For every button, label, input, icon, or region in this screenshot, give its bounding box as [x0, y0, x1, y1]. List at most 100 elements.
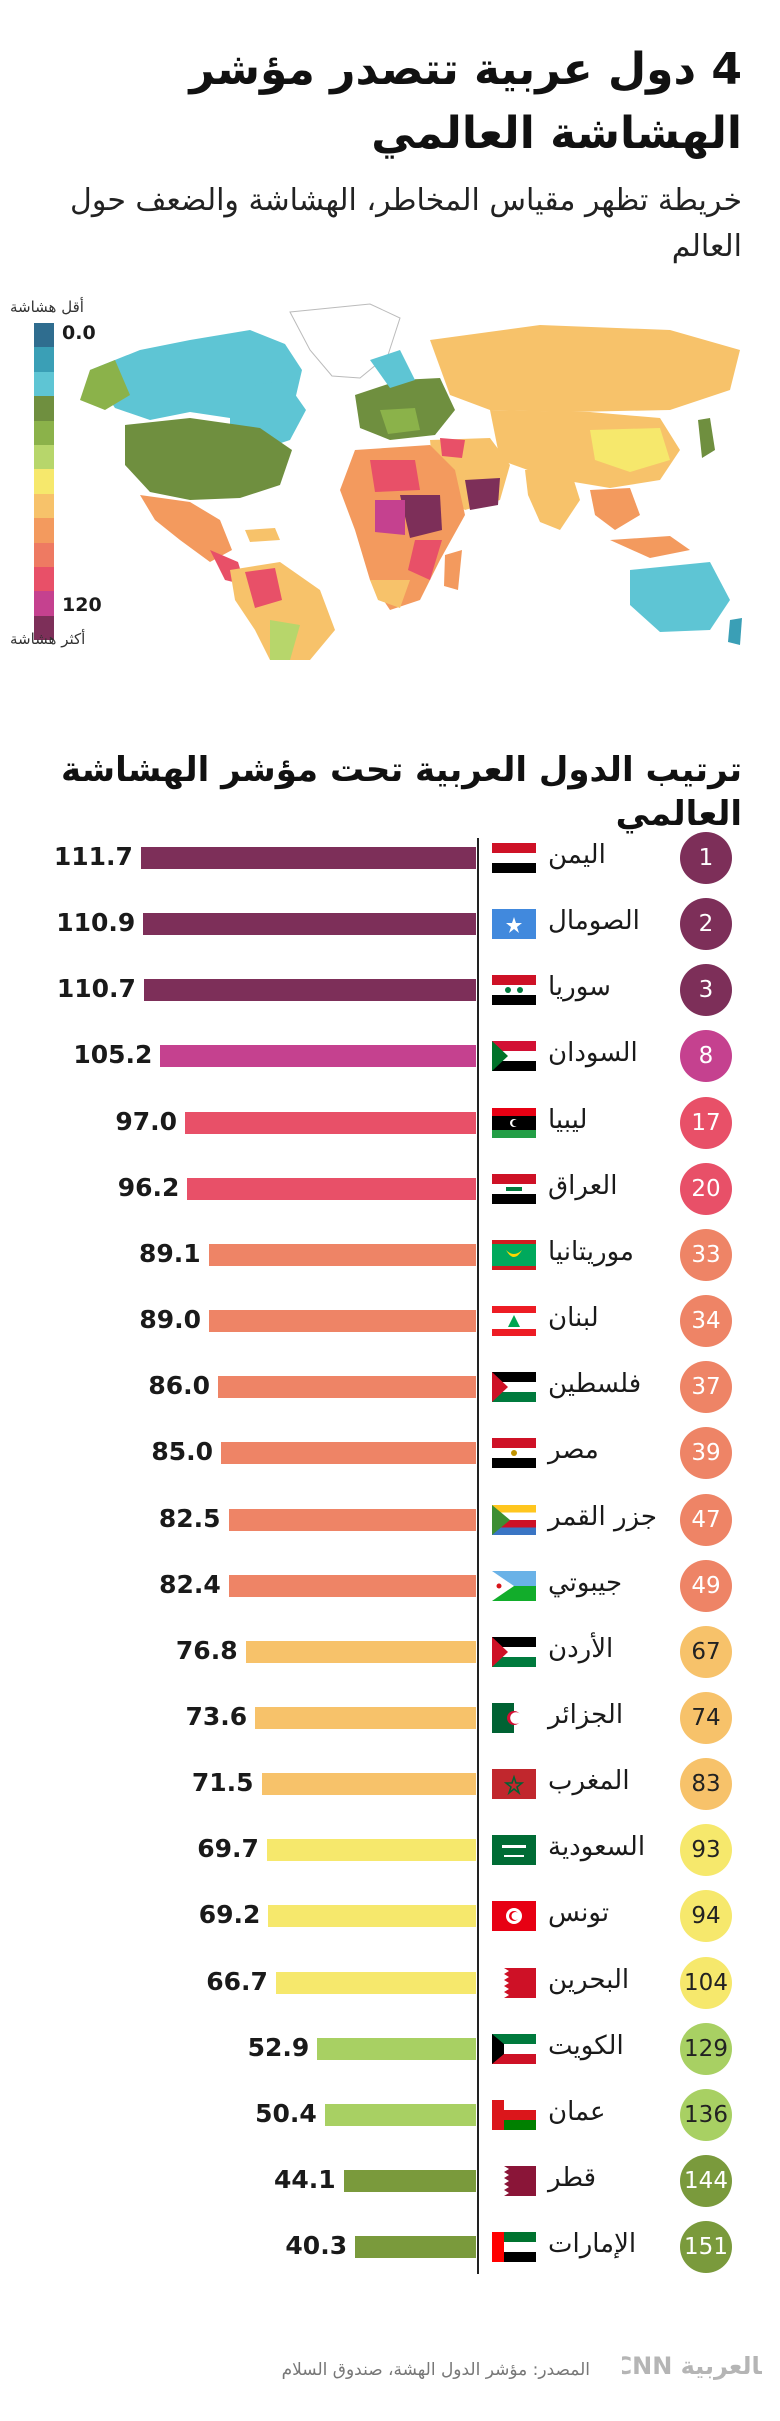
bar-value-label: 111.7: [53, 842, 133, 871]
rank-badge: 47: [680, 1493, 732, 1546]
bar: [355, 2236, 476, 2259]
bar: [255, 1706, 476, 1729]
country-name: ليبيا: [548, 1104, 588, 1135]
bar-value-label: 44.1: [274, 2165, 336, 2194]
palestine-flag: [492, 1372, 536, 1403]
bar: [228, 1508, 476, 1531]
bar: [275, 1971, 476, 1994]
bahrain-flag: [492, 1967, 536, 1998]
rank-badge: 93: [680, 1824, 732, 1877]
rank-badge: 20: [680, 1162, 732, 1215]
rank-badge: 136: [680, 2088, 732, 2141]
rank-badge: 2: [680, 898, 732, 951]
bar: [343, 2170, 476, 2192]
yemen-flag: [492, 843, 536, 873]
rank-badge: 104: [680, 1956, 732, 2009]
rank-badge: 94: [680, 1890, 732, 1943]
world-map: [80, 303, 742, 660]
rank-badge: 3: [680, 964, 732, 1017]
legend-color-scale: [34, 323, 54, 641]
bar-value-label: 82.4: [159, 1569, 221, 1599]
bar: [266, 1839, 476, 1862]
country-name: عمان: [548, 2096, 606, 2127]
morocco-flag: [492, 1769, 536, 1800]
country-name: موريتانيا: [548, 1236, 634, 1267]
bar: [245, 1640, 476, 1663]
bar: [185, 1111, 476, 1134]
legend-swatch: [34, 615, 54, 641]
rank-badge: 33: [680, 1228, 732, 1281]
bar-value-label: 105.2: [73, 1040, 153, 1070]
rank-badge: 144: [680, 2155, 732, 2207]
bar: [218, 1376, 476, 1399]
kuwait-flag: [492, 2033, 536, 2064]
rank-badge: 8: [680, 1030, 732, 1083]
bar-value-label: 76.8: [175, 1635, 238, 1665]
comoros-flag: [492, 1504, 536, 1535]
egypt-flag: [492, 1438, 536, 1469]
rank-badge: 1: [680, 832, 732, 884]
algeria-flag: [492, 1702, 536, 1733]
bar-value-label: 66.7: [206, 1966, 268, 1996]
oman-flag: [492, 2099, 536, 2130]
country-name: الكويت: [548, 2030, 624, 2061]
legend-max-value: 120: [62, 594, 102, 616]
legend-swatch: [34, 444, 54, 470]
bar-value-label: 69.7: [197, 1834, 259, 1864]
bar-value-label: 82.5: [158, 1503, 221, 1533]
libya-flag: [492, 1107, 536, 1138]
mauritania-flag: [492, 1239, 536, 1270]
bar-value-label: 52.9: [247, 2032, 310, 2062]
country-name: الأردن: [548, 1633, 614, 1664]
bar-value-label: 110.7: [56, 974, 136, 1004]
rank-badge: 17: [680, 1096, 732, 1149]
country-name: اليمن: [548, 840, 606, 870]
bar-value-label: 50.4: [255, 2098, 317, 2128]
bar: [261, 1773, 476, 1796]
country-name: مصر: [548, 1435, 599, 1466]
country-name: جيبوتي: [548, 1567, 623, 1598]
syria-flag: [492, 975, 536, 1006]
page-title: 4 دول عربية تتصدر مؤشر الهشاشة العالمي: [189, 44, 742, 159]
qatar-flag: [492, 2166, 536, 2196]
legend-swatch: [34, 323, 54, 348]
country-name: السعودية: [548, 1832, 646, 1863]
source-note: المصدر: مؤشر الدول الهشة، صندوق السلام: [281, 2360, 590, 2380]
bar-value-label: 110.9: [56, 908, 136, 938]
bar: [160, 1045, 476, 1068]
bar-value-label: 97.0: [115, 1106, 177, 1136]
legend-bottom-label: أكثر هشاشة: [10, 630, 86, 648]
page-subtitle: خريطة تظهر مقياس المخاطر، الهشاشة والضعف…: [70, 183, 742, 264]
djibouti-flag: [492, 1570, 536, 1601]
legend-swatch: [34, 493, 54, 519]
bar: [208, 1243, 476, 1266]
rank-badge: 34: [680, 1295, 732, 1348]
bar-value-label: 89.0: [139, 1305, 201, 1335]
bar-value-label: 69.2: [198, 1900, 261, 1930]
legend-swatch: [34, 566, 54, 592]
sudan-flag: [492, 1041, 536, 1072]
legend-swatch: [34, 518, 54, 543]
somalia-flag: [492, 909, 536, 940]
bar: [324, 2103, 476, 2126]
country-name: سوريا: [548, 972, 611, 1003]
country-name: الجزائر: [548, 1699, 624, 1730]
legend-swatch: [34, 396, 54, 421]
country-name: جزر القمر: [548, 1501, 657, 1532]
svg-text:CNN بالعربية: CNN بالعربية: [622, 2352, 762, 2380]
country-name: قطر: [548, 2163, 597, 2193]
bar-value-label: 96.2: [117, 1172, 180, 1202]
cnn-arabic-logo: CNN بالعربية: [622, 2352, 762, 2380]
legend-swatch: [34, 591, 54, 616]
legend-swatch: [34, 420, 54, 445]
rank-badge: 67: [680, 1625, 732, 1678]
rank-badge: 39: [680, 1427, 732, 1480]
rank-badge: 83: [680, 1758, 732, 1811]
bar-value-label: 71.5: [191, 1768, 254, 1798]
bar: [317, 2037, 476, 2060]
jordan-flag: [492, 1636, 536, 1667]
bar: [268, 1905, 476, 1928]
rank-badge: 151: [680, 2221, 732, 2274]
bar-value-label: 86.0: [148, 1371, 210, 1401]
